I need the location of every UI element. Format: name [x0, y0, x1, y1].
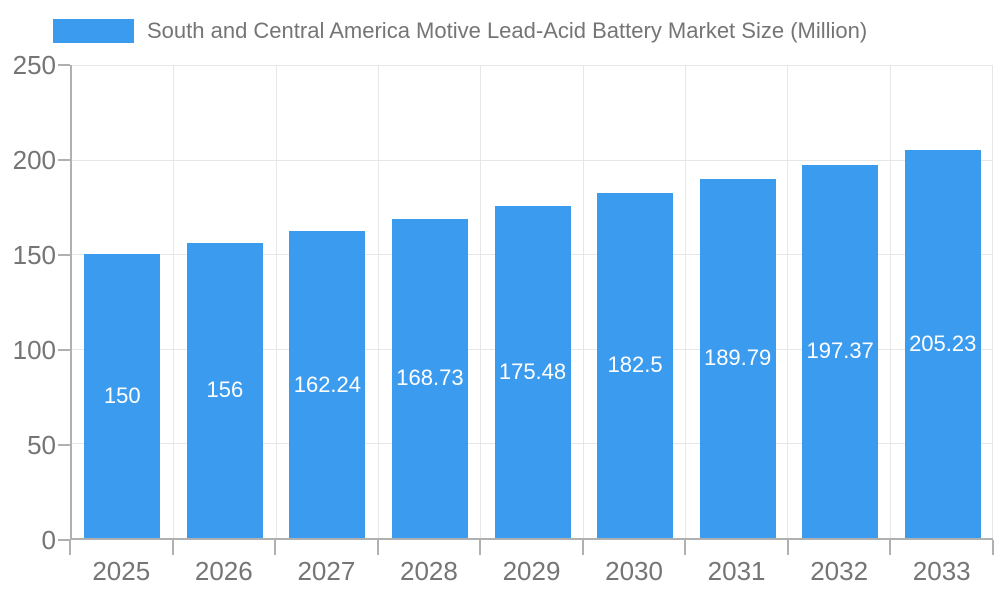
vertical-gridline [480, 65, 482, 538]
y-axis-tick [58, 64, 70, 66]
bar-value-label: 205.23 [909, 330, 977, 356]
bar-2028[interactable]: 168.73 [391, 218, 468, 538]
legend-swatch [53, 19, 134, 43]
bar-value-label: 168.73 [396, 365, 464, 391]
bar-2025[interactable]: 150 [84, 254, 161, 538]
vertical-gridline [992, 65, 993, 538]
x-axis-tick [992, 540, 994, 555]
vertical-gridline [787, 65, 789, 538]
x-axis-label: 2032 [810, 556, 869, 586]
x-axis-label: 2027 [297, 556, 356, 586]
y-axis-tick [58, 444, 70, 446]
y-axis-label: 0 [41, 525, 56, 555]
bar-value-label: 182.5 [607, 352, 663, 378]
x-axis-tick [581, 540, 584, 555]
bar-2033[interactable]: 205.23 [904, 149, 981, 538]
vertical-gridline [582, 65, 584, 538]
horizontal-gridline [72, 159, 993, 161]
x-axis-label: 2028 [400, 556, 458, 586]
x-axis-tick [889, 540, 892, 555]
x-axis-tick [684, 540, 687, 555]
bar-value-label: 156 [206, 377, 244, 403]
y-axis-tick [58, 159, 70, 161]
bar-value-label: 150 [103, 383, 141, 409]
vertical-gridline [377, 65, 379, 538]
x-axis-label: 2030 [605, 556, 663, 586]
vertical-gridline [275, 65, 277, 538]
y-axis-tick [58, 539, 70, 541]
x-axis-label: 2033 [912, 556, 971, 586]
x-axis-label: 2031 [707, 556, 766, 586]
bar-value-label: 197.37 [806, 338, 874, 364]
x-axis-tick [786, 540, 789, 555]
bar-2032[interactable]: 197.37 [802, 164, 879, 538]
x-axis-tick [376, 540, 379, 555]
y-axis-label: 100 [12, 335, 56, 365]
x-axis-tick [274, 540, 277, 555]
y-axis-label: 200 [12, 145, 56, 175]
bar-2027[interactable]: 162.24 [289, 231, 366, 538]
bar-2029[interactable]: 175.48 [494, 206, 571, 538]
vertical-gridline [684, 65, 686, 538]
x-axis-label: 2026 [194, 556, 253, 586]
y-axis-label: 150 [12, 240, 56, 270]
bar-2026[interactable]: 156 [186, 242, 263, 538]
bar-value-label: 162.24 [293, 371, 362, 397]
bar-value-label: 189.79 [703, 345, 772, 371]
bar-2031[interactable]: 189.79 [699, 178, 776, 538]
vertical-gridline [173, 65, 175, 538]
y-axis-label: 50 [27, 430, 56, 460]
x-axis-tick [69, 540, 71, 555]
y-axis-tick [58, 349, 70, 351]
bar-2030[interactable]: 182.5 [597, 192, 674, 538]
y-axis-label: 250 [12, 50, 56, 80]
vertical-gridline [889, 65, 891, 538]
plot-area: 150 156 162.24 168.73 175.48 182.5 189.79 197.3… [70, 65, 993, 540]
chart-title: South and Central America Motive Lead-Ac… [147, 18, 868, 43]
y-axis-tick [58, 254, 70, 256]
horizontal-gridline [72, 65, 993, 66]
bar-value-label: 175.48 [498, 359, 567, 384]
x-axis-tick [171, 540, 174, 555]
x-axis-label: 2029 [502, 556, 561, 586]
x-axis-label: 2025 [92, 556, 151, 586]
legend[interactable]: South and Central America Motive Lead-Ac… [53, 19, 867, 43]
x-axis-tick [479, 540, 482, 555]
